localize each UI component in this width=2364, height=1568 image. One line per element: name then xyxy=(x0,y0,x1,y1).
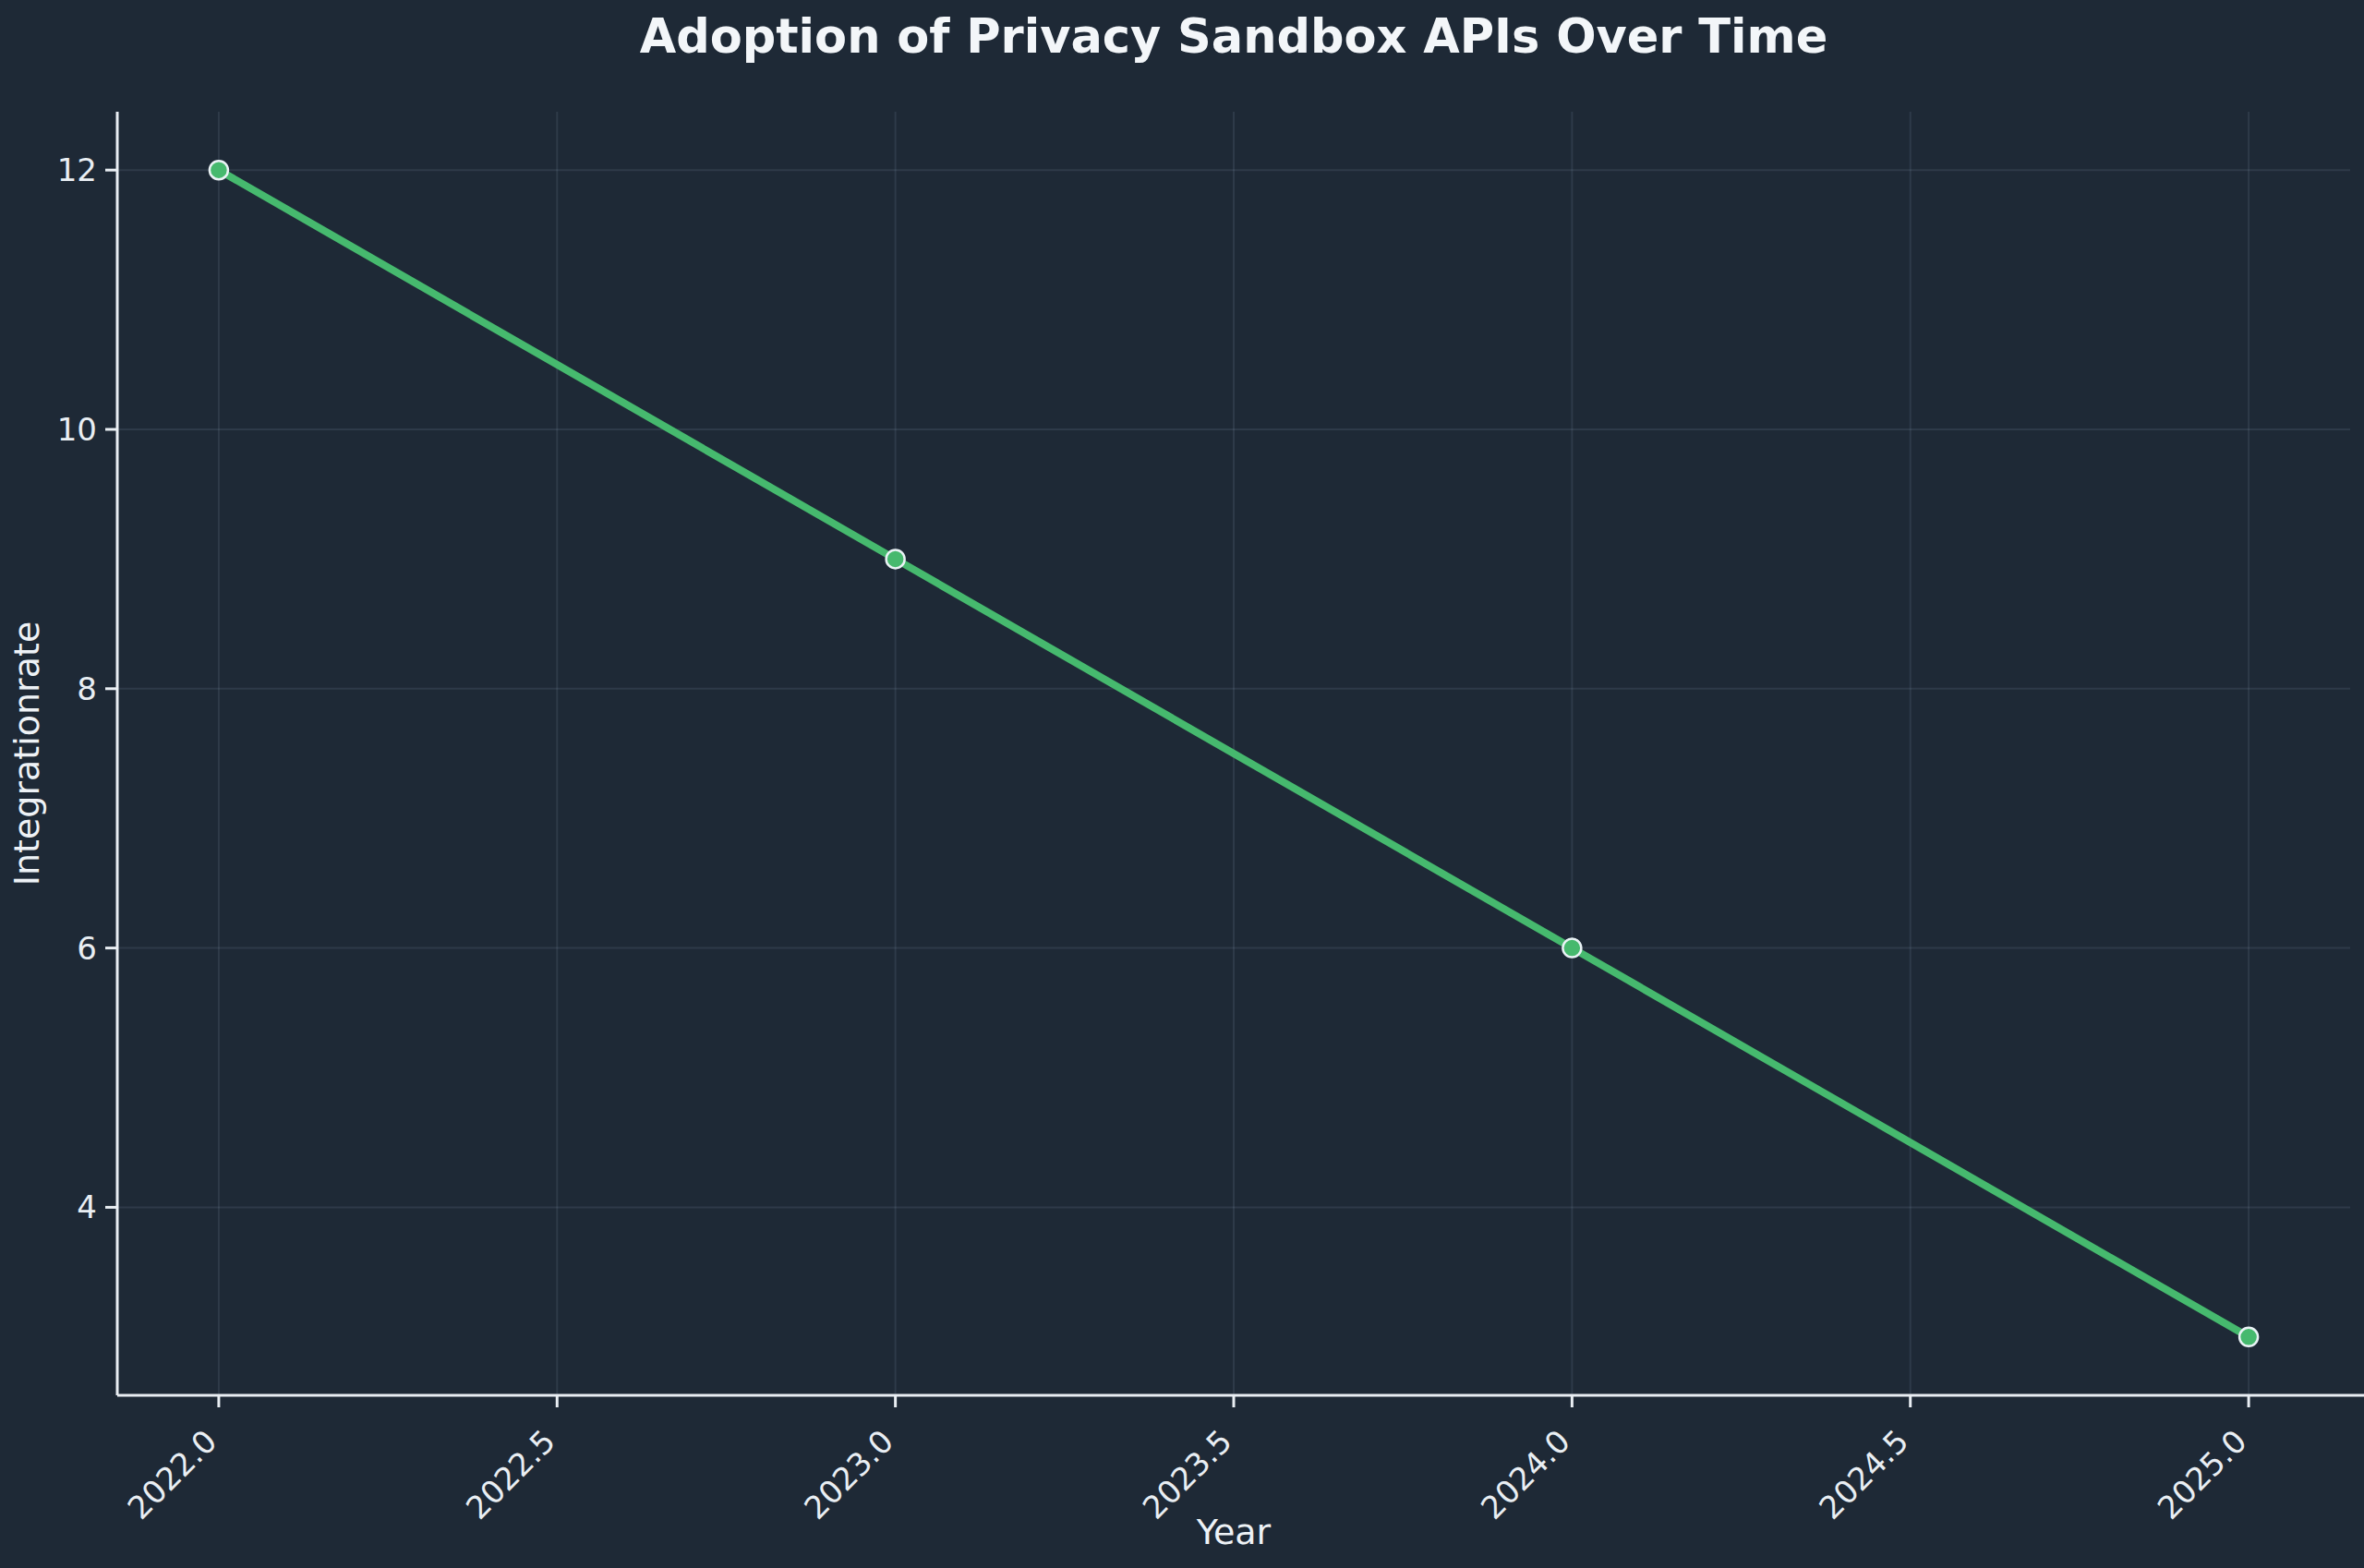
data-point-marker xyxy=(1562,939,1581,958)
data-point-marker xyxy=(2239,1328,2258,1346)
x-axis-label: Year xyxy=(1196,1512,1272,1552)
data-point-marker xyxy=(886,549,905,568)
y-tick-label: 8 xyxy=(77,670,97,707)
y-tick-label: 12 xyxy=(57,151,97,188)
y-tick-label: 6 xyxy=(77,930,97,967)
y-tick-label: 10 xyxy=(57,411,97,448)
line-chart: 2022.02022.52023.02023.52024.02024.52025… xyxy=(0,0,2364,1568)
y-axis-label: Integrationrate xyxy=(6,621,47,887)
chart-figure: 2022.02022.52023.02023.52024.02024.52025… xyxy=(0,0,2364,1568)
chart-background xyxy=(0,0,2364,1568)
y-tick-label: 4 xyxy=(77,1188,97,1225)
chart-title: Adoption of Privacy Sandbox APIs Over Ti… xyxy=(640,9,1828,64)
data-point-marker xyxy=(210,161,228,179)
